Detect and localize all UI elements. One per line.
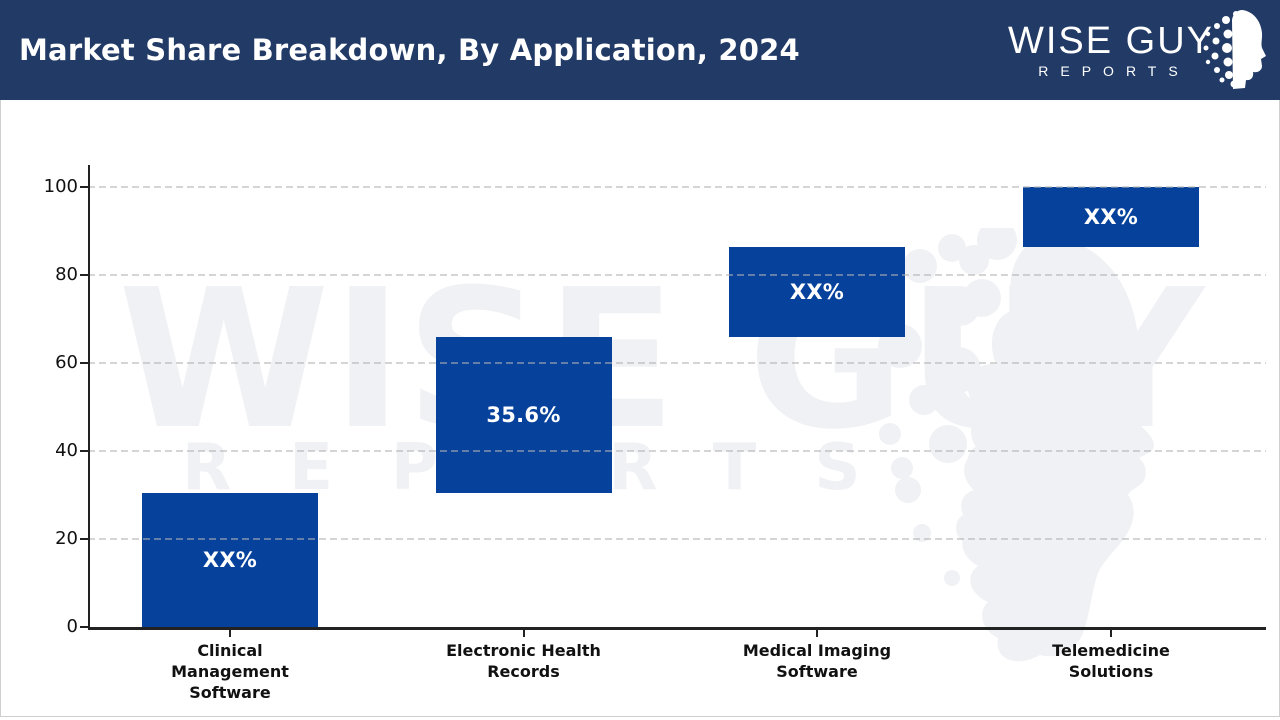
page-title: Market Share Breakdown, By Application, … bbox=[19, 33, 800, 67]
watermark-head-icon bbox=[871, 228, 1155, 662]
x-category-label-line: Records bbox=[487, 662, 560, 681]
gridline bbox=[88, 450, 1266, 452]
x-category-label-line: Electronic Health bbox=[446, 641, 601, 660]
bar-value-label: 35.6% bbox=[486, 402, 561, 427]
frame-edge-left bbox=[0, 100, 1, 717]
gridline bbox=[88, 186, 1266, 188]
y-tick-label: 80 bbox=[55, 264, 78, 285]
y-tick-mark bbox=[80, 626, 88, 628]
x-category-label-line: Software bbox=[189, 683, 271, 702]
x-category-label: Medical Imaging Software bbox=[702, 640, 932, 682]
bar: XX% bbox=[142, 493, 318, 627]
y-axis-line bbox=[88, 165, 90, 629]
x-tick-mark bbox=[522, 629, 525, 637]
logo-wordmark-text: WISE GUY bbox=[1007, 19, 1214, 62]
logo-head-icon bbox=[1203, 10, 1266, 89]
x-category-label: Electronic Health Records bbox=[409, 640, 639, 682]
x-category-label-line: Software bbox=[776, 662, 858, 681]
y-tick-label: 60 bbox=[55, 352, 78, 373]
bar-value-label: XX% bbox=[1083, 204, 1139, 229]
y-tick-mark bbox=[80, 274, 88, 276]
bar-value-label: XX% bbox=[202, 548, 258, 573]
logo: WISE GUY REPORTS bbox=[1008, 8, 1268, 92]
y-tick-label: 0 bbox=[66, 616, 78, 637]
frame-edge-bottom bbox=[0, 716, 1280, 717]
logo-wordmark: WISE GUY REPORTS bbox=[1008, 22, 1214, 79]
x-tick-mark bbox=[816, 629, 818, 637]
header: Market Share Breakdown, By Application, … bbox=[0, 0, 1280, 100]
gridline bbox=[88, 274, 1266, 276]
x-category-label-line: Clinical bbox=[197, 641, 263, 660]
y-tick-mark bbox=[80, 362, 88, 364]
bar: 35.6% bbox=[435, 336, 612, 494]
gridline bbox=[88, 362, 1266, 364]
y-tick-mark bbox=[80, 538, 88, 540]
y-tick-mark bbox=[80, 186, 88, 188]
x-tick-mark bbox=[229, 629, 231, 637]
x-category-label: Telemedicine Solutions bbox=[996, 640, 1226, 682]
x-category-label-line: Telemedicine bbox=[1052, 641, 1170, 660]
bar-value-label: XX% bbox=[789, 279, 845, 304]
x-tick-mark bbox=[1110, 629, 1112, 637]
bar: XX% bbox=[1023, 187, 1199, 247]
y-tick-mark bbox=[80, 450, 88, 452]
x-category-label-line: Solutions bbox=[1068, 662, 1154, 681]
bar: XX% bbox=[729, 246, 905, 337]
x-category-label: Clinical Management Software bbox=[115, 640, 345, 703]
y-tick-label: 100 bbox=[43, 176, 78, 197]
gridline bbox=[88, 538, 1266, 540]
x-category-label-line: Management bbox=[171, 662, 289, 681]
x-category-label-line: Medical Imaging bbox=[742, 641, 892, 660]
y-tick-label: 40 bbox=[55, 440, 78, 461]
y-tick-label: 20 bbox=[55, 528, 78, 549]
x-axis-line bbox=[88, 627, 1266, 630]
logo-subtext: REPORTS bbox=[1038, 62, 1190, 79]
